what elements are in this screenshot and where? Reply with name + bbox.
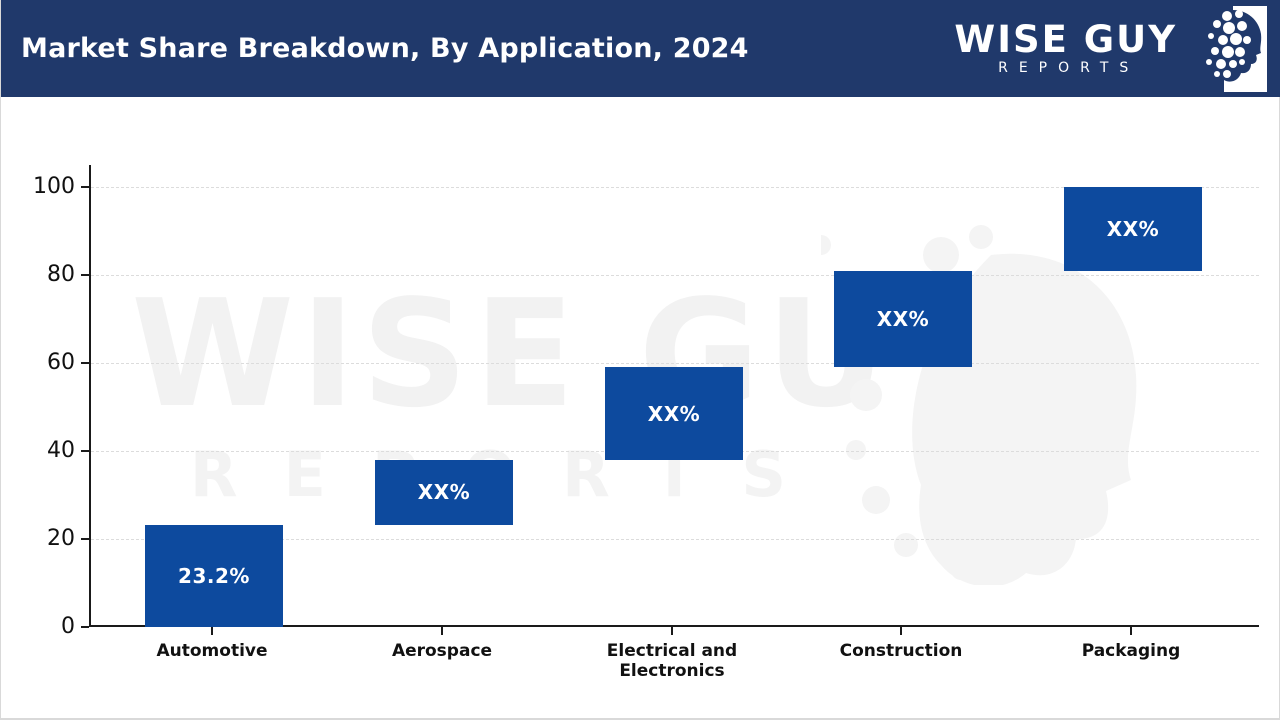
bar-packaging: XX% <box>1064 187 1202 271</box>
ytick-label-60: 60 <box>47 350 75 375</box>
bar-value-label: XX% <box>876 306 930 331</box>
brand-logo-text: WISE GUY REPORTS <box>954 21 1177 76</box>
ytick-mark-40 <box>81 450 89 452</box>
xcat-label-0: Automotive <box>156 641 268 661</box>
ytick-label-40: 40 <box>47 438 75 463</box>
brand-subname: REPORTS <box>998 60 1140 76</box>
bar-automotive: 23.2% <box>145 524 283 627</box>
chart-title: Market Share Breakdown, By Application, … <box>21 33 749 64</box>
bar-value-label: XX% <box>417 480 471 505</box>
ytick-mark-80 <box>81 274 89 276</box>
head-dots-logo-icon <box>1206 5 1267 92</box>
bar-value-label: XX% <box>647 401 701 426</box>
ytick-label-80: 80 <box>47 262 75 287</box>
bar-value-label: XX% <box>1106 216 1160 241</box>
ytick-label-0: 0 <box>61 614 75 639</box>
xcat-label-2: Electrical and Electronics <box>606 641 738 682</box>
plot-area: 23.2% XX% XX% XX% XX% <box>89 165 1259 627</box>
gridline-y20 <box>91 539 1259 540</box>
brand-name: WISE GUY <box>954 18 1177 61</box>
header-bar: Market Share Breakdown, By Application, … <box>1 0 1280 97</box>
xtick-mark-2 <box>671 627 673 635</box>
bar-value-label: 23.2% <box>178 563 250 588</box>
gridline-y60 <box>91 363 1259 364</box>
bar-electrical-and-electronics: XX% <box>605 367 743 460</box>
xcat-label-1: Aerospace <box>391 641 493 661</box>
brand-logo: WISE GUY REPORTS <box>954 5 1280 92</box>
xtick-mark-0 <box>211 627 213 635</box>
gridline-y100 <box>91 187 1259 188</box>
xcat-label-4: Packaging <box>1081 641 1181 661</box>
ytick-label-20: 20 <box>47 526 75 551</box>
ytick-label-100: 100 <box>33 174 75 199</box>
ytick-mark-0 <box>81 626 89 628</box>
ytick-mark-20 <box>81 538 89 540</box>
ytick-mark-100 <box>81 186 89 188</box>
gridline-y80 <box>91 275 1259 276</box>
xtick-mark-1 <box>441 627 443 635</box>
bar-construction: XX% <box>834 270 972 368</box>
xcat-label-3: Construction <box>839 641 963 661</box>
bar-aerospace: XX% <box>375 459 513 525</box>
ytick-mark-60 <box>81 362 89 364</box>
xtick-mark-4 <box>1130 627 1132 635</box>
xtick-mark-3 <box>900 627 902 635</box>
